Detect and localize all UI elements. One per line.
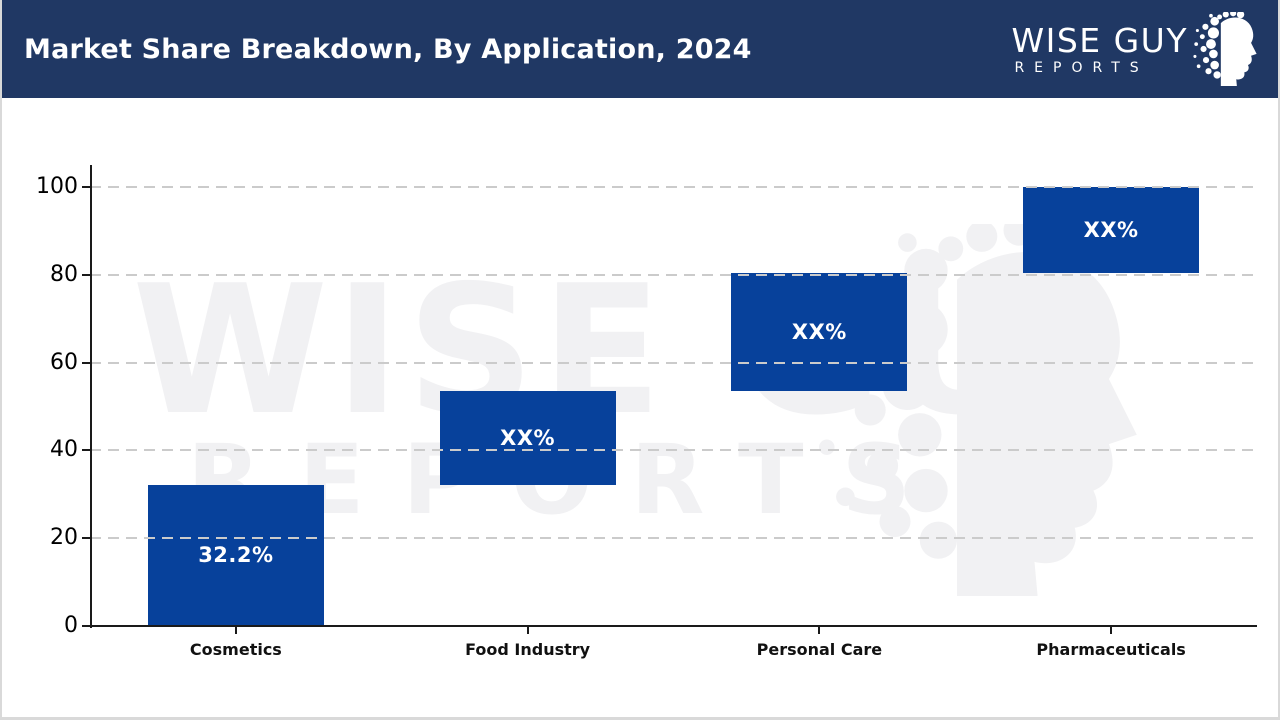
bar-value-label: XX% (1083, 218, 1139, 243)
y-tick-60 (82, 361, 90, 364)
y-tick-label-20: 20 (50, 525, 78, 551)
x-axis-line (90, 625, 1257, 627)
header: Market Share Breakdown, By Application, … (2, 0, 1278, 98)
x-axis-label-2: Personal Care (756, 640, 883, 659)
bar-food-industry: XX% (439, 391, 616, 485)
y-tick-100 (82, 186, 90, 188)
logo-text: WISE GUY REPORTS (1011, 24, 1188, 75)
page-title: Market Share Breakdown, By Application, … (24, 33, 752, 65)
y-tick-label-60: 60 (50, 349, 78, 375)
logo-reports-label: REPORTS (1014, 59, 1149, 76)
x-tick-0 (234, 626, 237, 634)
bar-pharmaceuticals: XX% (1023, 187, 1200, 274)
x-axis-label-0: Cosmetics (189, 640, 282, 659)
bar-value-label: XX% (791, 320, 847, 345)
gridline-80 (90, 273, 1257, 276)
gridline-100 (90, 186, 1257, 188)
x-axis-label-1: Food Industry (465, 640, 591, 659)
y-tick-40 (82, 449, 90, 452)
y-tick-label-0: 0 (64, 613, 78, 638)
y-tick-label-40: 40 (50, 437, 78, 463)
x-tick-2 (818, 626, 821, 634)
x-tick-3 (1110, 626, 1113, 634)
logo-wordmark: WISE GUY (1011, 20, 1188, 60)
logo-face-icon (1190, 12, 1264, 86)
y-axis-line (90, 165, 92, 628)
y-tick-label-100: 100 (36, 174, 78, 199)
x-axis-label-3: Pharmaceuticals (1036, 640, 1186, 659)
bar-cosmetics: 32.2% (147, 484, 324, 626)
x-tick-1 (526, 626, 529, 634)
y-tick-80 (82, 273, 90, 276)
bar-value-label: XX% (500, 425, 556, 450)
y-tick-20 (82, 537, 90, 540)
gridline-60 (90, 361, 1257, 364)
y-tick-0 (82, 625, 90, 627)
gridline-20 (90, 537, 1257, 540)
bar-value-label: 32.2% (198, 543, 274, 568)
y-tick-label-80: 80 (50, 261, 78, 287)
brand-logo: WISE GUY REPORTS (1011, 12, 1278, 86)
bar-personal-care: XX% (731, 273, 908, 392)
gridline-40 (90, 449, 1257, 452)
